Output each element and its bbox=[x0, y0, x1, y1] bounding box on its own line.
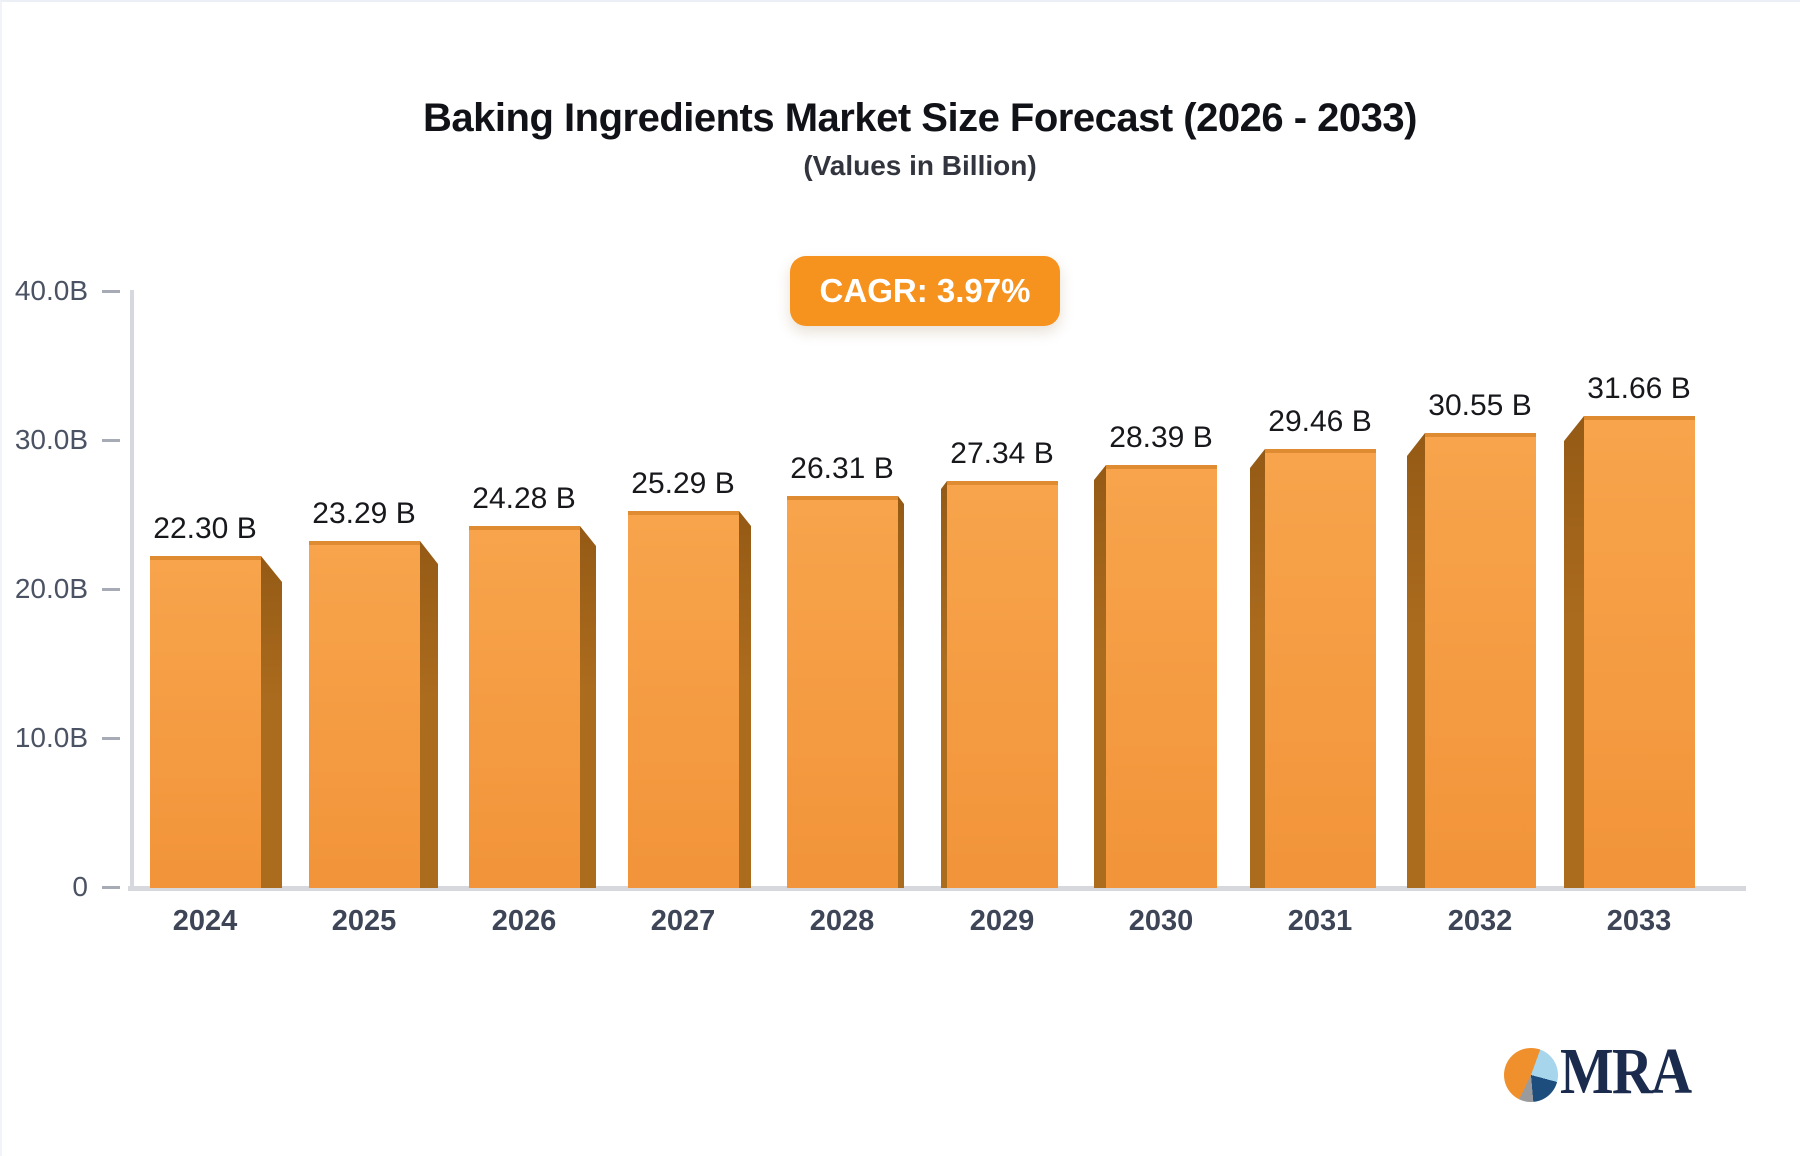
logo-text: MRA bbox=[1560, 1035, 1692, 1108]
y-axis-tick-mark bbox=[102, 290, 120, 293]
x-axis-label: 2031 bbox=[1287, 905, 1353, 937]
bar-2027-side bbox=[739, 511, 751, 888]
x-axis-label: 2032 bbox=[1447, 905, 1513, 937]
bar-2030 bbox=[1106, 465, 1217, 888]
chart-title: Baking Ingredients Market Size Forecast … bbox=[423, 96, 1417, 140]
pie-chart-logo-icon bbox=[1504, 1048, 1558, 1102]
x-axis-label: 2033 bbox=[1606, 905, 1672, 937]
x-axis-label: 2025 bbox=[331, 905, 397, 937]
bar-value-label: 26.31 B bbox=[790, 452, 894, 485]
y-axis-tick-label: 40.0B bbox=[14, 275, 88, 306]
bar-2025-side bbox=[420, 541, 438, 888]
x-axis-label: 2026 bbox=[491, 905, 557, 937]
bar-value-label: 31.66 B bbox=[1587, 372, 1691, 405]
bar-value-label: 22.30 B bbox=[153, 512, 257, 545]
bar-2029 bbox=[947, 481, 1058, 888]
bar-2026 bbox=[469, 526, 580, 888]
bar-value-label: 30.55 B bbox=[1428, 389, 1532, 422]
x-axis-label: 2024 bbox=[172, 905, 238, 937]
y-axis-tick-label: 0 bbox=[72, 871, 88, 902]
bar-2031 bbox=[1265, 449, 1376, 888]
cagr-badge: CAGR: 3.97% bbox=[790, 256, 1060, 326]
bar-2027 bbox=[628, 511, 739, 888]
mra-logo: MRA bbox=[1504, 1035, 1712, 1110]
y-axis-tick-mark bbox=[102, 737, 120, 740]
bar-2032 bbox=[1425, 433, 1536, 888]
x-axis-label: 2029 bbox=[969, 905, 1035, 937]
x-axis-label: 2028 bbox=[809, 905, 875, 937]
bar-2028 bbox=[787, 496, 898, 888]
bar-2028-side bbox=[898, 496, 904, 888]
y-axis-tick-label: 20.0B bbox=[14, 573, 88, 604]
y-axis-tick-label: 10.0B bbox=[14, 722, 88, 753]
bar-value-label: 29.46 B bbox=[1268, 405, 1372, 438]
bar-2029-side bbox=[941, 481, 947, 888]
bar-2033-side bbox=[1564, 416, 1584, 888]
bar-value-label: 23.29 B bbox=[312, 497, 416, 530]
bar-2024-side bbox=[261, 556, 282, 888]
bar-value-label: 27.34 B bbox=[950, 437, 1054, 470]
bar-value-label: 25.29 B bbox=[631, 467, 735, 500]
bar-2025 bbox=[309, 541, 420, 888]
bar-2033 bbox=[1584, 416, 1695, 888]
bar-value-label: 28.39 B bbox=[1109, 421, 1213, 454]
bar-2024 bbox=[150, 556, 261, 888]
bar-2030-side bbox=[1094, 465, 1106, 888]
bar-2031-side bbox=[1250, 449, 1265, 888]
x-axis-label: 2027 bbox=[650, 905, 716, 937]
y-axis-tick-mark bbox=[102, 886, 120, 889]
y-axis-tick-mark bbox=[102, 439, 120, 442]
x-axis-baseline bbox=[128, 886, 1746, 891]
y-axis-tick-mark bbox=[102, 588, 120, 591]
y-axis-tick-label: 30.0B bbox=[14, 424, 88, 455]
bar-2032-side bbox=[1407, 433, 1425, 888]
x-axis-label: 2030 bbox=[1128, 905, 1194, 937]
chart-subtitle: (Values in Billion) bbox=[803, 150, 1037, 181]
bar-value-label: 24.28 B bbox=[472, 482, 576, 515]
y-axis-line bbox=[130, 290, 134, 888]
bar-2026-side bbox=[580, 526, 596, 888]
